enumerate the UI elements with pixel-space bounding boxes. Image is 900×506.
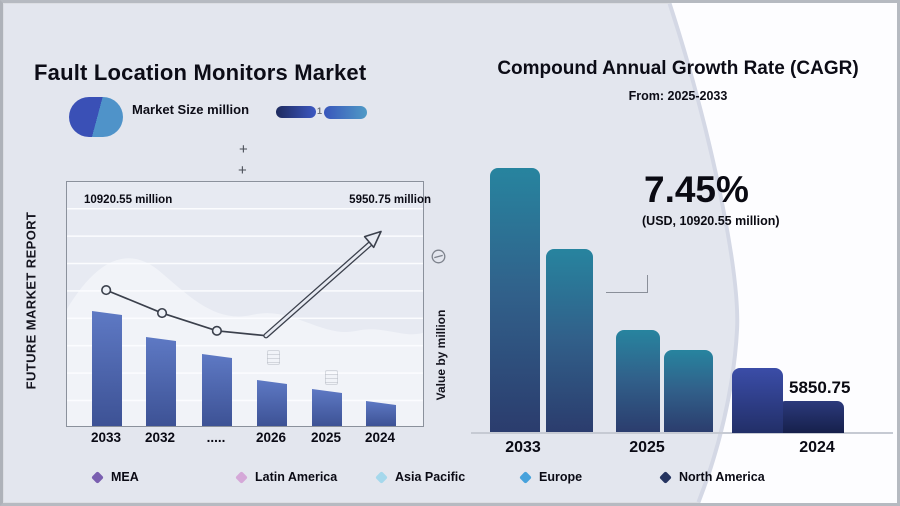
legend-item: North America [659, 470, 765, 484]
left-xaxis-label: ..... [206, 430, 226, 445]
capsule-icon [69, 97, 123, 137]
cagr-baseline [471, 432, 893, 434]
legend-item: Latin America [235, 470, 338, 484]
pill-separator: 1 [317, 106, 323, 116]
legend-item: Asia Pacific [375, 470, 466, 484]
value-axis-label: Value by million [434, 309, 448, 401]
legend-diamond-icon [519, 470, 532, 484]
legend-diamond-icon [235, 470, 248, 484]
market-bar [312, 389, 342, 426]
cagr-bar [616, 330, 660, 433]
plus-icon: + [239, 141, 248, 158]
left-xaxis-label: 2024 [364, 430, 396, 445]
left-plot: 10920.55 million 5950.75 million [66, 181, 431, 427]
gridlines [67, 182, 423, 426]
left-xaxis: 2033 2032..... 2026 2025 2024 [66, 430, 424, 448]
value-2024-label: 5850.75 [789, 378, 851, 397]
cagr-bar [546, 249, 593, 433]
white-blob [671, 3, 897, 503]
legend-diamond-icon [91, 470, 104, 484]
market-bar [92, 311, 122, 426]
plus-icon: + [238, 162, 247, 179]
start-value-label: 10920.55 million [84, 194, 173, 206]
market-bar [366, 401, 396, 426]
legend-item: MEA [91, 470, 139, 484]
watermark-icon [267, 350, 280, 365]
cagr-bar [781, 401, 844, 433]
cagr-title: Compound Annual Growth Rate (CAGR) [497, 58, 859, 79]
legend-label: MEA [111, 470, 139, 484]
cagr-bar [490, 168, 540, 433]
gradient-pill-dark-icon [276, 106, 316, 118]
legend-diamond-icon [375, 470, 388, 484]
step-bracket-decoration [606, 275, 648, 293]
cagr-xaxis-label: 2024 [799, 439, 835, 456]
cagr-bar [732, 368, 783, 433]
cagr-subtitle: From: 2025-2033 [628, 89, 728, 103]
left-xaxis-label: 2033 [90, 430, 122, 445]
cagr-xaxis-label: 2025 [629, 439, 665, 456]
cagr-value: 7.45% [644, 169, 749, 210]
page-title: Fault Location Monitors Market [34, 60, 367, 85]
market-bar [146, 337, 176, 426]
minus-circle-icon [431, 249, 446, 264]
watermark-icon [325, 370, 338, 385]
legend-item: Europe [519, 470, 583, 484]
cagr-header: Compound Annual Growth Rate (CAGR) From:… [461, 58, 895, 103]
legend-diamond-icon [659, 470, 672, 484]
left-xaxis-label: 2025 [310, 430, 342, 445]
market-size-label: Market Size million [132, 102, 250, 117]
legend-label: Asia Pacific [395, 470, 466, 484]
gradient-pill-light-icon [324, 106, 367, 119]
end-value-label: 5950.75 million [349, 194, 431, 206]
cagr-bar [664, 350, 713, 433]
left-xaxis-label: 2026 [255, 430, 287, 445]
cagr-detail: (USD, 10920.55 million) [642, 214, 780, 228]
legend-label: Latin America [255, 470, 338, 484]
market-bar [257, 380, 287, 426]
legend-label: North America [679, 470, 765, 484]
side-watermark-label: FUTURE MARKET REPORT [23, 211, 39, 390]
legend-label: Europe [539, 470, 583, 484]
market-bar [202, 354, 232, 426]
left-xaxis-label: 2032 [144, 430, 176, 445]
background-shapes [667, 3, 897, 503]
blob-shadow [667, 3, 744, 503]
trend-arrow-svg [101, 230, 382, 339]
cagr-xaxis-label: 2033 [505, 439, 541, 456]
